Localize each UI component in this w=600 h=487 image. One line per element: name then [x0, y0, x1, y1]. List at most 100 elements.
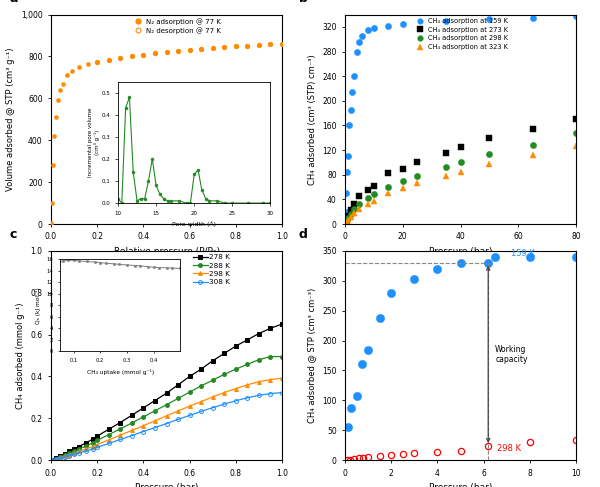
Line: CH₄ adsorption at 323 K: CH₄ adsorption at 323 K — [342, 143, 579, 227]
278 K — [232, 343, 239, 349]
CH₄ adsorption at 323 K — [442, 173, 449, 179]
298 K — [197, 399, 205, 405]
X-axis label: Pressure (bar): Pressure (bar) — [135, 483, 198, 487]
308 K — [209, 405, 216, 411]
CH₄ adsorption at 298 K — [370, 191, 377, 197]
288 K — [256, 357, 263, 363]
298 K — [221, 390, 228, 395]
CH₄ adsorption at 273 K — [399, 166, 406, 171]
298 K — [151, 418, 158, 424]
298 K — [256, 379, 263, 385]
CH₄ adsorption at 159 K — [572, 13, 580, 19]
CH₄ adsorption at 323 K — [341, 221, 349, 227]
298 K — [47, 457, 55, 463]
288 K — [47, 457, 55, 463]
CH₄ adsorption at 298 K — [385, 184, 392, 190]
308 K — [82, 448, 89, 454]
298 K — [163, 413, 170, 419]
Y-axis label: CH₄ adsorbed @ STP (cm³ cm⁻³): CH₄ adsorbed @ STP (cm³ cm⁻³) — [307, 288, 316, 423]
CH₄ adsorption at 323 K — [342, 220, 349, 226]
308 K — [151, 425, 158, 431]
288 K — [175, 395, 182, 401]
278 K — [56, 453, 64, 459]
278 K — [52, 455, 59, 461]
CH₄ adsorption at 159 K — [385, 23, 392, 29]
298 K — [71, 450, 78, 456]
CH₄ adsorption at 298 K — [343, 218, 350, 224]
278 K — [175, 382, 182, 388]
278 K — [66, 449, 73, 454]
308 K — [52, 456, 59, 462]
278 K — [117, 420, 124, 426]
Line: 278 K: 278 K — [49, 322, 284, 462]
X-axis label: Pressure (bar): Pressure (bar) — [429, 247, 492, 256]
308 K — [75, 450, 82, 456]
308 K — [221, 401, 228, 407]
308 K — [163, 421, 170, 427]
288 K — [66, 450, 73, 456]
CH₄ adsorption at 323 K — [572, 144, 580, 150]
288 K — [52, 456, 59, 462]
CH₄ adsorption at 323 K — [343, 219, 350, 225]
CH₄ adsorption at 323 K — [356, 206, 363, 211]
Legend: 278 K, 288 K, 298 K, 308 K: 278 K, 288 K, 298 K, 308 K — [193, 254, 230, 285]
CH₄ adsorption at 323 K — [370, 198, 377, 204]
CH₄ adsorption at 159 K — [341, 219, 349, 225]
CH₄ adsorption at 273 K — [343, 217, 350, 223]
308 K — [232, 398, 239, 404]
Line: CH₄ adsorption at 273 K: CH₄ adsorption at 273 K — [342, 116, 579, 226]
CH₄ adsorption at 323 K — [342, 221, 349, 226]
288 K — [221, 372, 228, 377]
278 K — [209, 358, 216, 364]
CH₄ adsorption at 273 K — [350, 202, 357, 207]
CH₄ adsorption at 298 K — [344, 215, 352, 221]
278 K — [128, 412, 136, 418]
278 K — [256, 331, 263, 337]
288 K — [56, 454, 64, 460]
CH₄ adsorption at 273 K — [342, 220, 349, 225]
Y-axis label: CH₄ adsorbed (mmol g⁻¹): CH₄ adsorbed (mmol g⁻¹) — [16, 302, 25, 409]
CH₄ adsorption at 159 K — [347, 107, 355, 113]
278 K — [75, 444, 82, 450]
CH₄ adsorption at 273 K — [344, 213, 352, 219]
278 K — [151, 397, 158, 403]
278 K — [105, 426, 112, 432]
CH₄ adsorption at 323 K — [344, 217, 352, 223]
CH₄ adsorption at 298 K — [413, 173, 421, 179]
288 K — [278, 354, 286, 359]
288 K — [163, 402, 170, 408]
288 K — [140, 414, 147, 420]
288 K — [105, 432, 112, 438]
288 K — [197, 383, 205, 389]
Text: b: b — [299, 0, 308, 5]
298 K — [94, 442, 101, 448]
298 K — [278, 375, 286, 381]
278 K — [47, 457, 55, 463]
288 K — [209, 377, 216, 383]
278 K — [163, 390, 170, 396]
288 K — [186, 389, 193, 395]
298 K — [267, 376, 274, 382]
CH₄ adsorption at 298 K — [341, 221, 349, 226]
308 K — [140, 429, 147, 434]
278 K — [61, 451, 68, 457]
278 K — [71, 446, 78, 452]
288 K — [244, 361, 251, 367]
X-axis label: Pressure (bar): Pressure (bar) — [429, 483, 492, 487]
298 K — [117, 432, 124, 438]
CH₄ adsorption at 323 K — [399, 186, 406, 191]
CH₄ adsorption at 273 K — [356, 193, 363, 199]
308 K — [197, 409, 205, 414]
288 K — [89, 440, 96, 446]
308 K — [56, 455, 64, 461]
CH₄ adsorption at 159 K — [359, 33, 366, 39]
288 K — [232, 366, 239, 372]
278 K — [94, 433, 101, 439]
CH₄ adsorption at 298 K — [442, 165, 449, 170]
298 K — [232, 386, 239, 392]
CH₄ adsorption at 159 K — [356, 39, 363, 45]
278 K — [140, 405, 147, 411]
308 K — [186, 412, 193, 418]
CH₄ adsorption at 323 K — [365, 201, 372, 206]
CH₄ adsorption at 298 K — [572, 130, 580, 136]
